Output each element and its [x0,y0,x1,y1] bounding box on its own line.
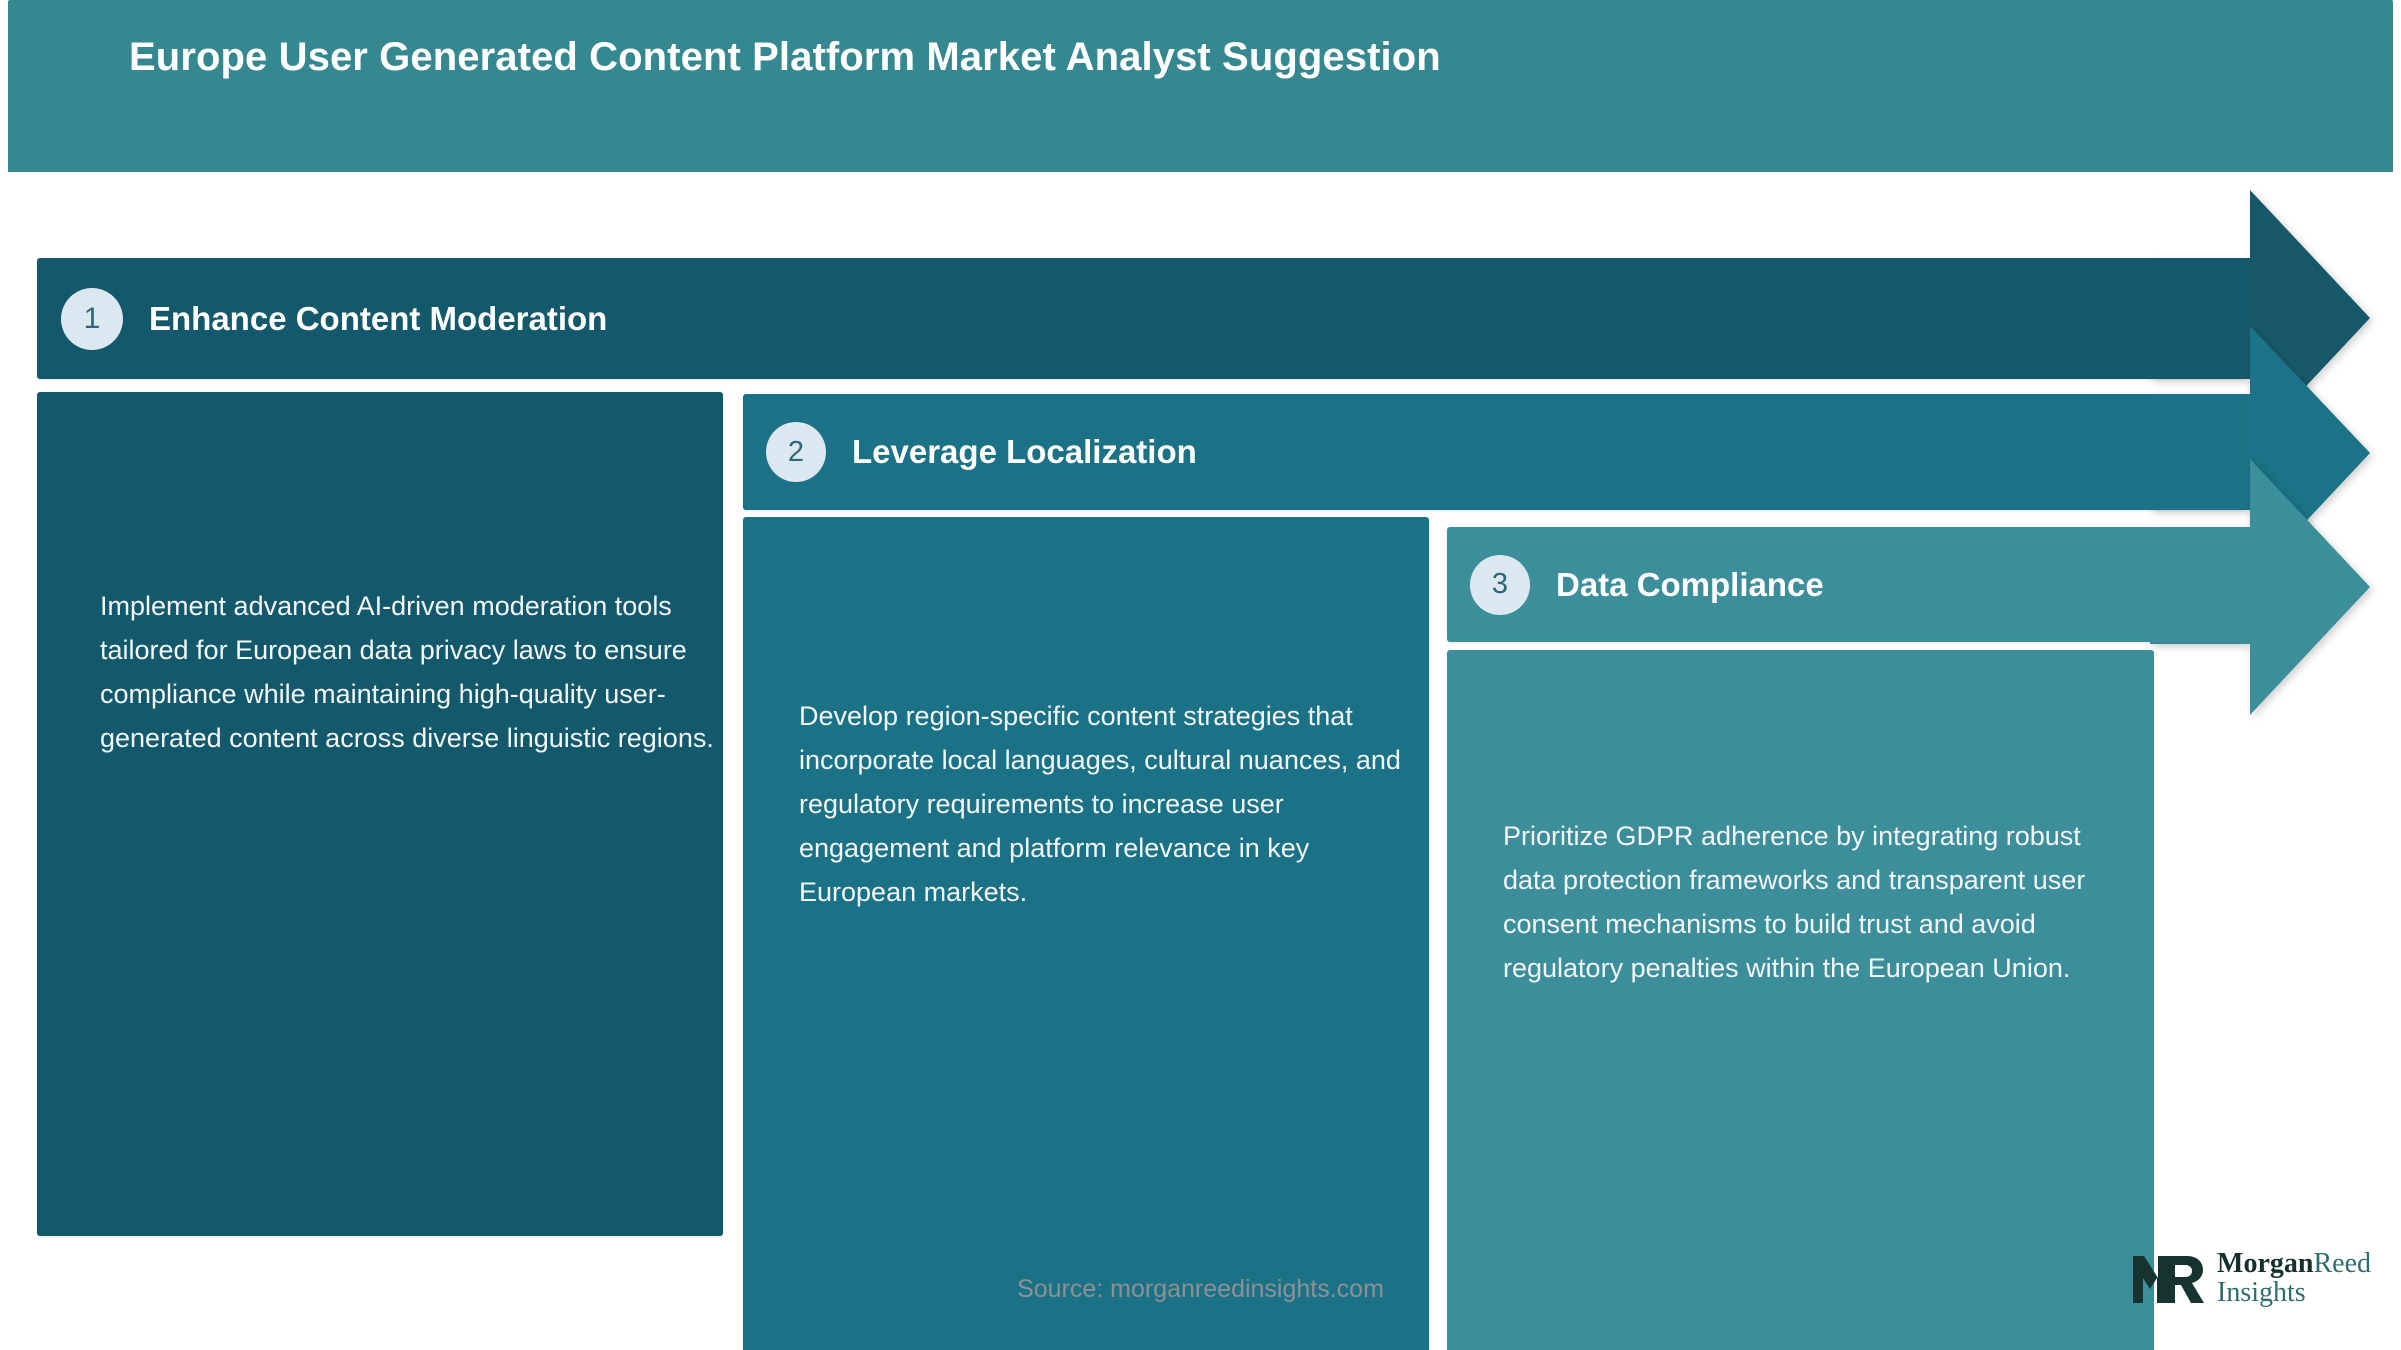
morganreed-logo: MorganReed Insights [2131,1248,2371,1308]
logo-name-light: Reed [2313,1248,2371,1279]
card-1-number-badge: 1 [61,287,123,350]
card-1-body-text: Implement advanced AI-driven moderation … [100,591,714,753]
mr-monogram-icon [2133,1255,2205,1303]
page-title: Europe User Generated Content Platform M… [129,35,1441,79]
card-3-header-band: 3 Data Compliance [1447,527,2245,642]
card-1-title: Enhance Content Moderation [149,299,608,337]
logo-name-line: MorganReed [2217,1248,2371,1279]
card-3-number-badge: 3 [1470,554,1530,615]
header-band: Europe User Generated Content Platform M… [8,0,2393,172]
card-1-body-panel: Implement advanced AI-driven moderation … [37,392,723,1236]
source-caption: Source: morganreedinsights.com [1017,1275,1384,1303]
card-3-body-panel: Prioritize GDPR adherence by integrating… [1447,650,2154,1350]
card-3-title: Data Compliance [1556,565,1824,603]
card-2-body-text: Develop region-specific content strategi… [799,701,1401,907]
card-2-title: Leverage Localization [852,433,1197,470]
card-3-body-text: Prioritize GDPR adherence by integrating… [1503,821,2086,983]
logo-wordmark: MorganReed Insights [2217,1248,2371,1308]
logo-name-bold: Morgan [2217,1248,2314,1279]
card-1-header-band: 1 Enhance Content Moderation [37,258,2245,379]
card-2-body-panel: Develop region-specific content strategi… [743,517,1429,1350]
logo-tagline: Insights [2217,1276,2306,1308]
card-2-header-band: 2 Leverage Localization [743,394,2245,510]
card-2-number-badge: 2 [766,422,826,482]
